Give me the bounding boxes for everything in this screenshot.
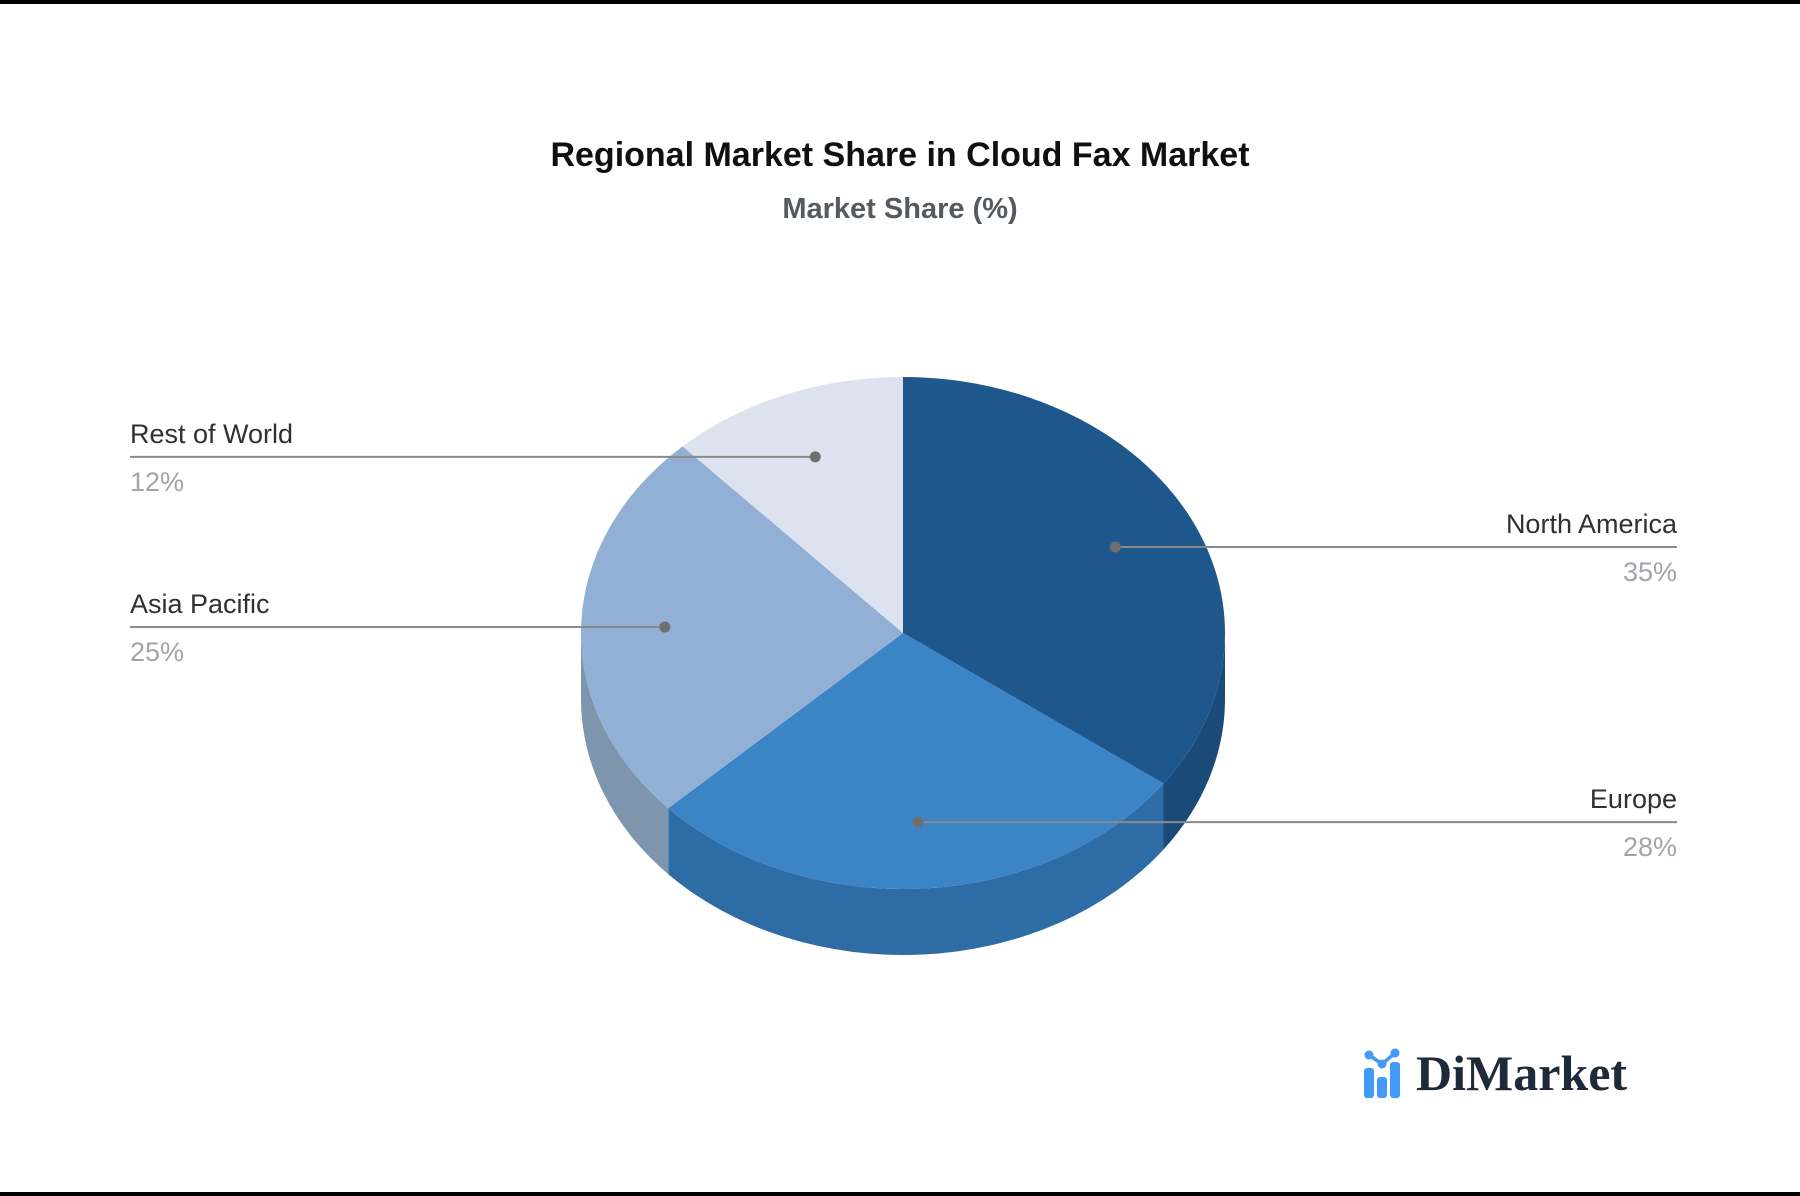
leader-dot: [912, 816, 924, 828]
chart-subtitle: Market Share (%): [782, 193, 1018, 225]
slice-value: 12%: [130, 466, 185, 497]
slice-label: North America: [1505, 508, 1677, 539]
pie-slice-asia-pacific: [581, 446, 903, 809]
pie-slice-side-asia-pacific: [581, 633, 669, 875]
slice-value: 35%: [1622, 556, 1677, 587]
bottom-edge-bar: [0, 1192, 1800, 1196]
top-edge-bar: [0, 0, 1800, 4]
pie-slice-rest-of-world: [682, 377, 903, 633]
leader-dot: [659, 621, 671, 633]
pie-slice-north-america: [903, 377, 1225, 784]
slice-value: 25%: [130, 637, 185, 668]
pie-slice-side-europe: [668, 783, 1164, 955]
bar-line-chart-icon: [1364, 1048, 1400, 1098]
slice-label: Europe: [1589, 784, 1677, 815]
logo-text: DiMarket: [1416, 1045, 1628, 1101]
pie-slice-europe: [668, 633, 1164, 890]
slice-value: 28%: [1622, 832, 1677, 863]
chart-title: Regional Market Share in Cloud Fax Marke…: [550, 136, 1250, 174]
dimarket-logo: DiMarket: [1360, 1042, 1627, 1104]
pie-slice-side-north-america: [1163, 633, 1225, 850]
leader-dot: [1109, 541, 1121, 553]
slice-label: Asia Pacific: [130, 589, 270, 620]
leader-dot: [809, 451, 821, 463]
slice-label: Rest of World: [130, 418, 294, 449]
